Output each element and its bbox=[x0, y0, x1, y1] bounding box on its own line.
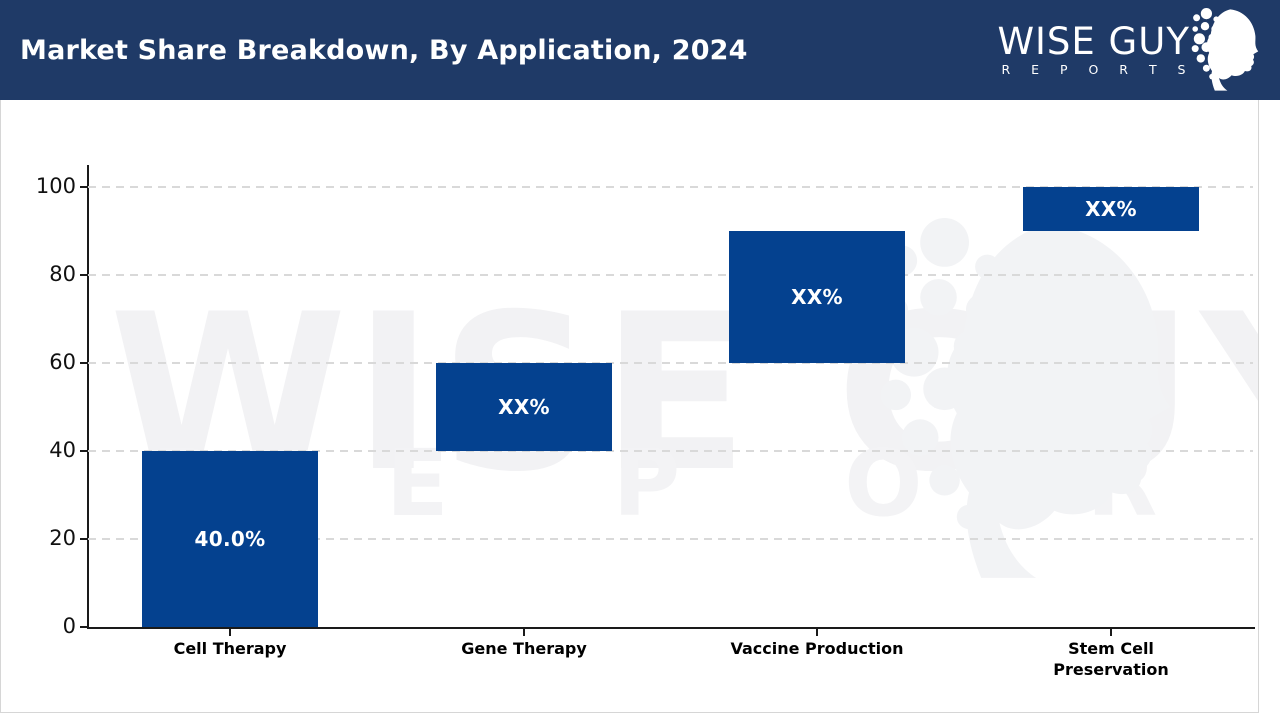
y-tick-0 bbox=[80, 626, 87, 628]
y-tick-80 bbox=[80, 274, 87, 276]
bar-cell-therapy: 40.0% bbox=[142, 451, 318, 627]
y-tick-label-0: 0 bbox=[62, 614, 76, 638]
wise-guy-logo: WISE GUY R E P O R T S bbox=[997, 8, 1272, 92]
gridline-20 bbox=[88, 538, 1253, 540]
x-category-label-0: Cell Therapy bbox=[174, 638, 287, 659]
x-tick-0 bbox=[229, 629, 231, 636]
x-category-label-3: Stem Cell Preservation bbox=[1053, 638, 1168, 680]
bar-stem-cell-preservation: XX% bbox=[1023, 187, 1199, 231]
y-tick-20 bbox=[80, 538, 87, 540]
bar-value-label: XX% bbox=[1085, 197, 1137, 221]
x-category-label-line: Gene Therapy bbox=[461, 639, 587, 658]
y-tick-40 bbox=[80, 450, 87, 452]
y-tick-60 bbox=[80, 362, 87, 364]
y-axis-spine bbox=[87, 165, 89, 629]
x-category-label-line: Preservation bbox=[1053, 660, 1169, 679]
x-tick-3 bbox=[1110, 629, 1112, 636]
gridline-60 bbox=[88, 362, 1253, 364]
logo-text: WISE GUY R E P O R T S bbox=[997, 20, 1194, 78]
x-tick-1 bbox=[523, 629, 525, 636]
x-category-label-2: Vaccine Production bbox=[730, 638, 903, 659]
bar-gene-therapy: XX% bbox=[436, 363, 612, 451]
bar-vaccine-production: XX% bbox=[729, 231, 905, 363]
y-tick-label-40: 40 bbox=[49, 438, 76, 462]
x-axis-spine bbox=[87, 627, 1255, 629]
x-tick-2 bbox=[816, 629, 818, 636]
page-title: Market Share Breakdown, By Application, … bbox=[20, 34, 748, 66]
y-tick-label-20: 20 bbox=[49, 526, 76, 550]
logo-brand-name: WISE GUY bbox=[997, 20, 1190, 63]
y-tick-label-100: 100 bbox=[35, 174, 76, 198]
logo-head-icon bbox=[1191, 8, 1259, 91]
gridline-80 bbox=[88, 274, 1253, 276]
y-tick-100 bbox=[80, 186, 87, 188]
header: Market Share Breakdown, By Application, … bbox=[0, 0, 1280, 100]
y-tick-label-80: 80 bbox=[49, 262, 76, 286]
gridline-40 bbox=[88, 450, 1253, 452]
x-category-label-line: Vaccine Production bbox=[730, 639, 904, 658]
y-tick-label-60: 60 bbox=[49, 350, 76, 374]
gridline-100 bbox=[88, 186, 1253, 188]
logo-brand-subtitle: R E P O R T S bbox=[1001, 62, 1194, 77]
bar-value-label: XX% bbox=[791, 285, 843, 309]
bar-value-label: 40.0% bbox=[194, 527, 266, 551]
x-category-label-line: Cell Therapy bbox=[173, 639, 287, 658]
x-category-label-line: Stem Cell bbox=[1068, 639, 1154, 658]
bar-value-label: XX% bbox=[498, 395, 550, 419]
watermark-head-icon bbox=[880, 218, 1171, 578]
x-category-label-1: Gene Therapy bbox=[461, 638, 587, 659]
